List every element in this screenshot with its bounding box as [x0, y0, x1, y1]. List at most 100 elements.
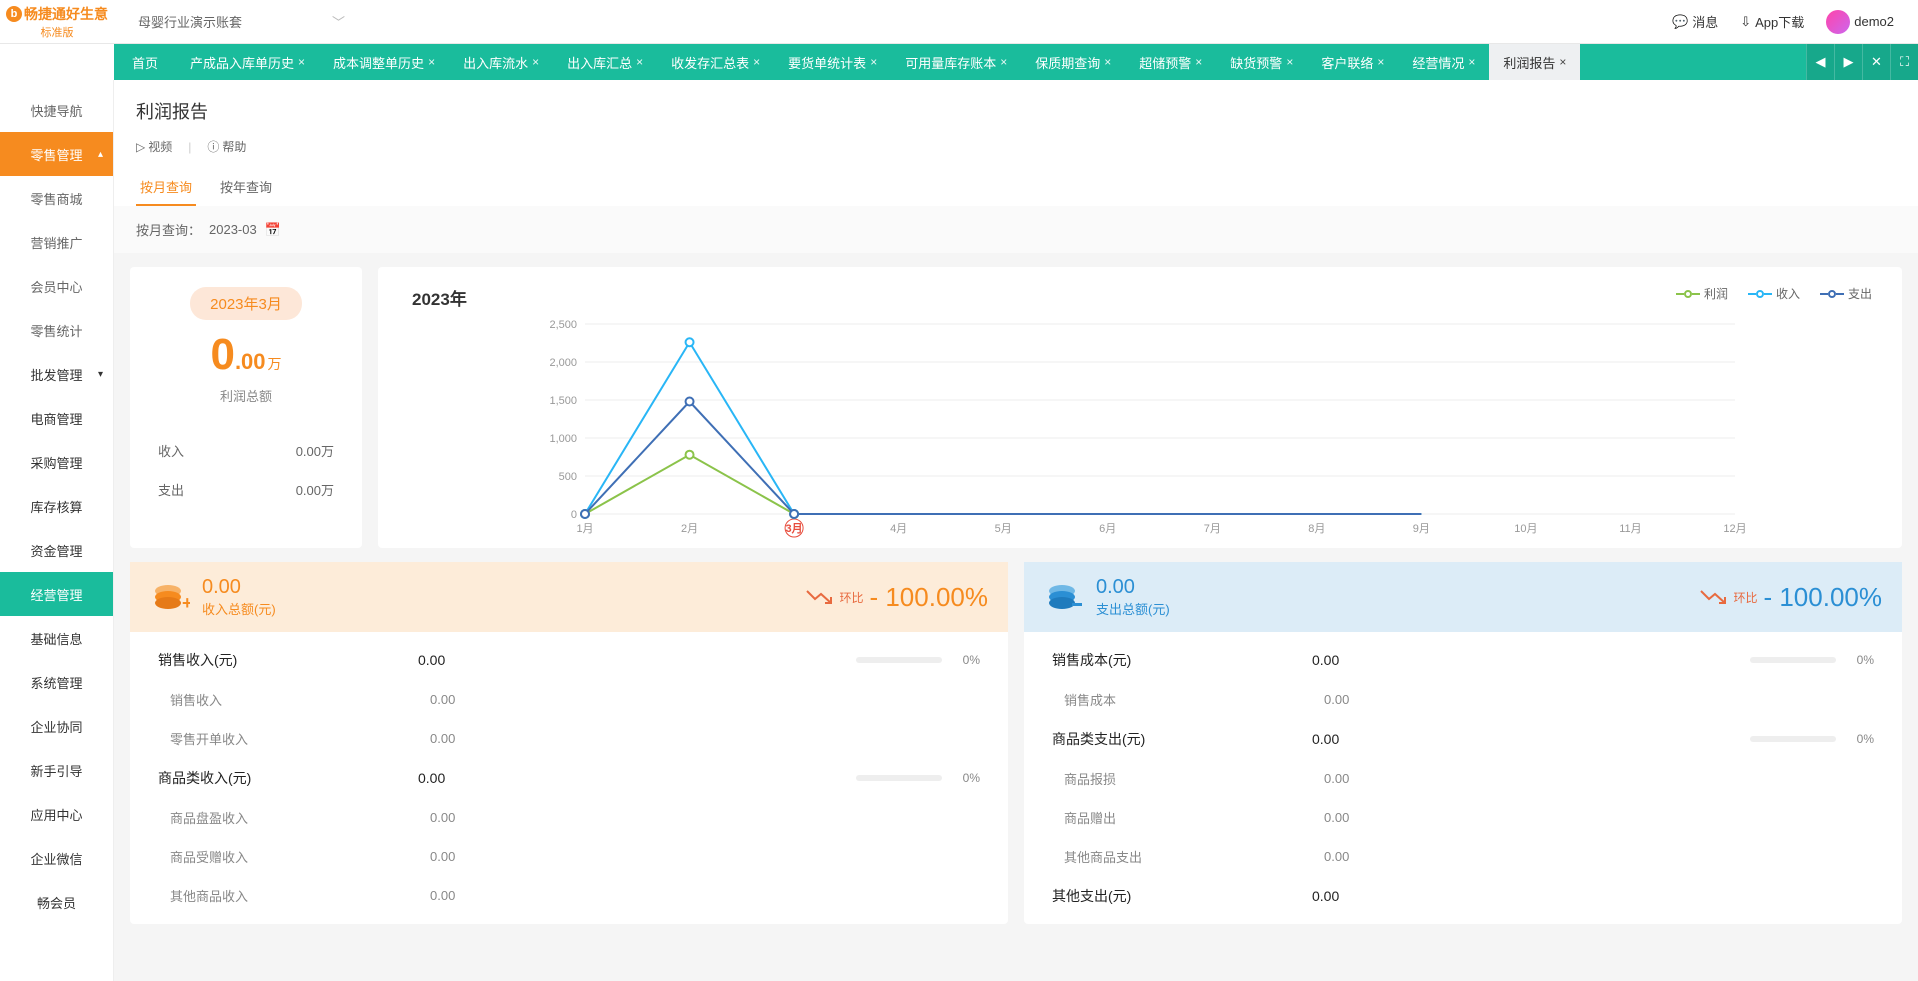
sidebar-item-4[interactable]: 零售统计	[0, 308, 113, 352]
tab-label: 出入库汇总	[567, 53, 632, 72]
income-pct: - 100.00%	[869, 582, 988, 613]
row-value: 0.00	[430, 849, 610, 864]
message-link[interactable]: 💬 消息	[1672, 12, 1718, 31]
sidebar-item-2[interactable]: 营销推广	[0, 220, 113, 264]
query-tab-year[interactable]: 按年查询	[216, 169, 276, 206]
close-icon[interactable]: ×	[428, 55, 435, 69]
row-value: 0.00	[1324, 771, 1504, 786]
tab-7[interactable]: 保质期查询×	[1021, 44, 1125, 80]
tab-12[interactable]: 利润报告×	[1489, 44, 1580, 80]
sidebar-item-14[interactable]: 新手引导	[0, 748, 113, 792]
close-icon[interactable]: ×	[753, 55, 760, 69]
help-link[interactable]: ⓘ帮助	[207, 138, 246, 155]
tab-9[interactable]: 缺货预警×	[1216, 44, 1307, 80]
row-name: 销售成本(元)	[1052, 650, 1312, 670]
close-icon[interactable]: ×	[1104, 55, 1111, 69]
sidebar-item-9[interactable]: 资金管理	[0, 528, 113, 572]
app-download-link[interactable]: ⇩ App下载	[1740, 12, 1804, 31]
panel-row: 销售成本0.00	[1024, 680, 1902, 719]
legend-item[interactable]: 支出	[1820, 285, 1872, 302]
tab-fullscreen[interactable]: ⛶	[1890, 44, 1918, 80]
panel-row: 销售收入0.00	[130, 680, 1008, 719]
sidebar-item-7[interactable]: 采购管理	[0, 440, 113, 484]
calendar-icon[interactable]: 📅	[265, 222, 281, 238]
close-icon[interactable]: ×	[1286, 55, 1293, 69]
svg-text:6月: 6月	[1099, 523, 1116, 535]
sidebar-item-label: 企业微信	[30, 849, 82, 868]
kpi-row-value: 0.00万	[296, 441, 334, 460]
sidebar-item-11[interactable]: 基础信息	[0, 616, 113, 660]
legend-item[interactable]: 收入	[1748, 285, 1800, 302]
tab-6[interactable]: 可用量库存账本×	[891, 44, 1021, 80]
legend-label: 收入	[1776, 285, 1800, 302]
kpi-dec: .00	[235, 349, 266, 375]
message-label: 消息	[1692, 12, 1718, 31]
close-icon[interactable]: ×	[298, 55, 305, 69]
close-icon[interactable]: ×	[636, 55, 643, 69]
user-menu[interactable]: demo2	[1826, 10, 1894, 34]
legend-swatch	[1676, 290, 1700, 298]
sidebar-item-label: 系统管理	[30, 673, 82, 692]
svg-text:7月: 7月	[1204, 523, 1221, 535]
sidebar-item-label: 资金管理	[30, 541, 82, 560]
sidebar-item-1[interactable]: 零售商城	[0, 176, 113, 220]
filter-value[interactable]: 2023-03	[209, 222, 257, 237]
kpi-row-name: 支出	[158, 480, 184, 499]
sidebar-item-13[interactable]: 企业协同	[0, 704, 113, 748]
close-icon[interactable]: ×	[1000, 55, 1007, 69]
tab-11[interactable]: 经营情况×	[1398, 44, 1489, 80]
panel-row: 商品类支出(元)0.000%	[1024, 719, 1902, 759]
tab-home[interactable]: 首页	[114, 44, 176, 80]
panel-row: 销售成本(元)0.000%	[1024, 640, 1902, 680]
progress-bar	[1750, 736, 1836, 742]
close-icon[interactable]: ×	[1377, 55, 1384, 69]
sidebar-item-0[interactable]: 零售管理▴	[0, 132, 113, 176]
tab-scroll-right[interactable]: ▶	[1834, 44, 1862, 80]
close-icon[interactable]: ×	[1559, 55, 1566, 69]
legend-item[interactable]: 利润	[1676, 285, 1728, 302]
row-name: 商品类支出(元)	[1052, 729, 1312, 749]
chart-card: 2023年 利润收入支出 05001,0001,5002,0002,5001月2…	[378, 267, 1902, 548]
svg-text:2,500: 2,500	[549, 319, 577, 331]
sidebar-quick[interactable]: 快捷导航	[0, 88, 113, 132]
tab-scroll-left[interactable]: ◀	[1806, 44, 1834, 80]
tab-5[interactable]: 要货单统计表×	[774, 44, 891, 80]
tab-10[interactable]: 客户联络×	[1307, 44, 1398, 80]
video-link[interactable]: ▷视频	[136, 138, 172, 155]
tab-4[interactable]: 收发存汇总表×	[657, 44, 774, 80]
tab-0[interactable]: 产成品入库单历史×	[176, 44, 319, 80]
sidebar-item-12[interactable]: 系统管理	[0, 660, 113, 704]
sidebar-item-10[interactable]: 经营管理	[0, 572, 113, 616]
message-icon: 💬	[1672, 14, 1688, 30]
line-chart: 05001,0001,5002,0002,5001月2月3月4月5月6月7月8月…	[402, 318, 1878, 538]
sidebar-item-17[interactable]: 畅会员	[0, 880, 113, 924]
kpi-label: 利润总额	[220, 386, 272, 405]
trend-down-icon	[805, 587, 833, 607]
sidebar-item-label: 零售商城	[30, 189, 82, 208]
tab-close-all[interactable]: ✕	[1862, 44, 1890, 80]
expense-pct: - 100.00%	[1763, 582, 1882, 613]
tab-2[interactable]: 出入库流水×	[449, 44, 553, 80]
tab-1[interactable]: 成本调整单历史×	[319, 44, 449, 80]
sidebar-item-16[interactable]: 企业微信	[0, 836, 113, 880]
sidebar-item-label: 采购管理	[30, 453, 82, 472]
sidebar-item-5[interactable]: 批发管理▾	[0, 352, 113, 396]
account-selector[interactable]: 母婴行业演示账套 ﹀	[114, 12, 369, 31]
close-icon[interactable]: ×	[1468, 55, 1475, 69]
row-value: 0.00	[430, 810, 610, 825]
sidebar-item-6[interactable]: 电商管理	[0, 396, 113, 440]
tab-3[interactable]: 出入库汇总 ×	[553, 44, 657, 80]
sidebar-item-3[interactable]: 会员中心	[0, 264, 113, 308]
query-tab-month[interactable]: 按月查询	[136, 169, 196, 206]
svg-text:5月: 5月	[995, 523, 1012, 535]
row-name: 零售开单收入	[170, 729, 430, 748]
logo[interactable]: b畅捷通好生意 标准版	[0, 0, 114, 44]
separator: |	[188, 138, 191, 155]
sidebar-item-8[interactable]: 库存核算	[0, 484, 113, 528]
close-icon[interactable]: ×	[532, 55, 539, 69]
close-icon[interactable]: ×	[1195, 55, 1202, 69]
sidebar-item-15[interactable]: 应用中心	[0, 792, 113, 836]
play-icon: ▷	[136, 140, 145, 154]
close-icon[interactable]: ×	[870, 55, 877, 69]
tab-8[interactable]: 超储预警×	[1125, 44, 1216, 80]
